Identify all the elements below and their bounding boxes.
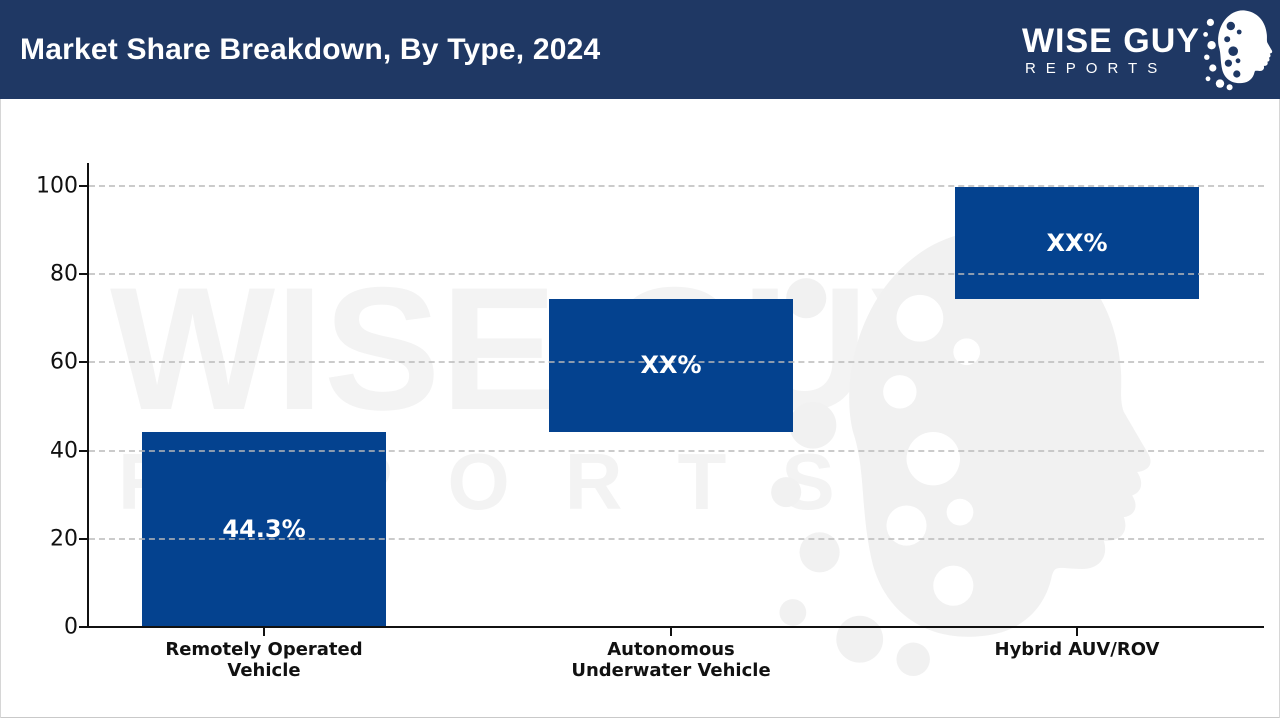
brand-logo-subtitle: REPORTS <box>1024 60 1168 77</box>
x-category-label: Hybrid AUV/ROV <box>937 639 1217 660</box>
x-category-label-line: Remotely Operated <box>165 639 363 660</box>
x-category-label-line: Autonomous <box>607 639 735 660</box>
brand-logo-name: WISE GUY <box>1021 22 1200 60</box>
y-gridline <box>89 537 1264 540</box>
watermark-face-icon <box>766 231 1151 676</box>
y-tick-label: 20 <box>50 526 78 552</box>
header-bar: Market Share Breakdown, By Type, 2024 WI… <box>0 0 1280 99</box>
y-tick-label: 40 <box>50 438 78 464</box>
bar-segment <box>142 431 386 627</box>
y-tick-mark <box>79 273 87 276</box>
x-tick-mark <box>1076 628 1078 636</box>
x-category-label-line: Underwater Vehicle <box>571 660 771 681</box>
y-tick-mark <box>79 184 87 187</box>
y-gridline <box>89 361 1264 364</box>
bar-value-label: 44.3% <box>222 515 306 544</box>
y-tick-label: 80 <box>50 261 78 287</box>
watermark-text-wiseguy: WISE GUY <box>110 252 986 447</box>
y-axis-line <box>87 163 89 628</box>
x-tick-mark <box>263 628 265 636</box>
x-category-label: Remotely Operated Vehicle <box>124 639 404 681</box>
brand-logo: WISE GUY REPORTS <box>1022 4 1274 96</box>
bar-segment <box>549 298 793 432</box>
y-tick-mark <box>79 626 87 628</box>
page-title: Market Share Breakdown, By Type, 2024 <box>20 32 601 66</box>
y-tick-mark <box>79 361 87 364</box>
bar-value-label: XX% <box>1046 228 1108 257</box>
y-tick-label: 60 <box>50 349 78 375</box>
x-category-label: Autonomous Underwater Vehicle <box>531 639 811 681</box>
y-tick-label: 100 <box>36 173 78 199</box>
bar-segment <box>955 186 1199 299</box>
y-tick-mark <box>79 537 87 540</box>
x-axis-line <box>87 626 1264 628</box>
x-category-label-line: Vehicle <box>227 660 301 681</box>
bar-value-label: XX% <box>640 351 702 380</box>
page-bottom-rule <box>0 717 1280 718</box>
y-gridline <box>89 184 1264 187</box>
y-tick-label: 0 <box>64 614 78 640</box>
y-tick-mark <box>79 449 87 452</box>
brand-face-icon <box>1203 10 1273 91</box>
page-left-rule <box>0 99 1 718</box>
y-gridline <box>89 449 1264 452</box>
y-gridline <box>89 273 1264 276</box>
x-tick-mark <box>670 628 672 636</box>
x-category-label-line: Hybrid AUV/ROV <box>994 639 1160 660</box>
